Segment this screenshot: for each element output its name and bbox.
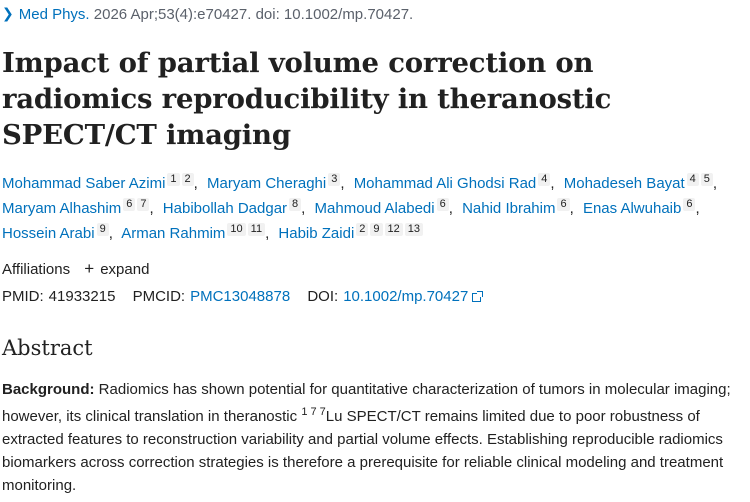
affiliation-badge[interactable]: 6 [123,198,136,211]
affiliation-badge[interactable]: 7 [137,198,150,211]
affiliation-badge[interactable]: 11 [247,223,266,236]
chevron-right-icon[interactable]: ❯ [2,5,14,21]
affiliation-badge[interactable]: 9 [370,223,383,236]
author-link[interactable]: Arman Rahmim [121,225,226,242]
affiliation-badge[interactable]: 5 [700,173,713,186]
background-text-start: Radiomics has shown potential for quanti… [2,381,731,425]
plus-icon: + [84,259,95,278]
author-link[interactable]: Mohadeseh Bayat [563,175,685,192]
author-link[interactable]: Maryam Cheraghi [207,175,327,192]
doi-value: 10.1002/mp.70427 [343,288,469,305]
author-link[interactable]: Mohammad Ali Ghodsi Rad [353,175,537,192]
author-link[interactable]: Hossein Arabi [2,225,95,242]
affiliation-badge[interactable]: 12 [384,223,403,236]
author-list: Mohammad Saber Azimi 1 2, Maryam Cheraghi 3… [2,171,748,246]
author-separator: , [108,225,113,242]
expand-affiliations-button[interactable]: + expand [84,259,150,278]
article-title: Impact of partial volume correction on r… [2,47,612,151]
author-link[interactable]: Nahid Ibrahim [462,200,556,217]
affiliation-badge[interactable]: 8 [289,198,302,211]
affiliation-badge[interactable]: 13 [404,223,424,236]
affiliation-badge[interactable]: 10 [227,223,246,236]
journal-link[interactable]: Med Phys. [18,6,90,23]
abstract-background: Background: Radiomics has shown potentia… [2,378,744,497]
affiliation-badge[interactable]: 2 [356,223,369,236]
author-link[interactable]: Maryam Alhashim [2,200,122,217]
author-separator: , [695,200,700,217]
doi-link[interactable]: 10.1002/mp.70427 [343,288,484,305]
author-separator: , [569,200,574,217]
pmid-label: PMID: [2,288,44,305]
affiliation-badge[interactable]: 2 [181,173,194,186]
affiliation-badge[interactable]: 6 [436,198,449,211]
author-link[interactable]: Habib Zaidi [278,225,355,242]
background-label: Background: [2,381,95,398]
affiliation-badge[interactable]: 9 [96,223,109,236]
author-link[interactable]: Mohammad Saber Azimi [2,175,166,192]
author-link[interactable]: Mahmoud Alabedi [314,200,435,217]
isotope-superscript: 1 7 7 [301,406,326,418]
background-text-end: Lu SPECT/CT remains limited due to poor … [2,408,724,494]
author-link[interactable]: Enas Alwuhaib [582,200,682,217]
affiliation-badge[interactable]: 3 [328,173,341,186]
pmcid-label: PMCID: [132,288,186,305]
identifiers-row: PMID: 41933215 PMCID: PMC13048878 DOI: 10.1… [2,286,748,308]
citation-details: 2026 Apr;53(4):e70427. doi: 10.1002/mp.7… [93,6,414,23]
author-link[interactable]: Habibollah Dadgar [162,200,288,217]
author-separator: , [149,200,154,217]
affiliation-badge[interactable]: 6 [557,198,570,211]
affiliation-badge[interactable]: 4 [686,173,699,186]
affiliation-badge[interactable]: 6 [683,198,696,211]
journal-citation: ❯ Med Phys. 2026 Apr;53(4):e70427. doi: 1… [2,2,748,26]
author-separator: , [550,175,555,192]
doi-label: DOI: [307,288,339,305]
author-separator: , [193,175,198,192]
abstract-heading: Abstract [2,336,93,360]
affiliations-label: Affiliations [2,261,71,278]
author-separator: , [448,200,453,217]
external-link-icon [472,291,484,302]
expand-label: expand [100,261,150,278]
affiliation-badge[interactable]: 1 [167,173,180,186]
author-separator: , [712,175,718,192]
affiliations-row: Affiliations + expand [2,258,748,280]
author-separator: , [301,200,306,217]
author-separator: , [340,175,345,192]
author-separator: , [265,225,270,242]
affiliation-badge[interactable]: 4 [538,173,551,186]
pmcid-link[interactable]: PMC13048878 [190,288,291,305]
pmid-value: 41933215 [48,288,116,305]
